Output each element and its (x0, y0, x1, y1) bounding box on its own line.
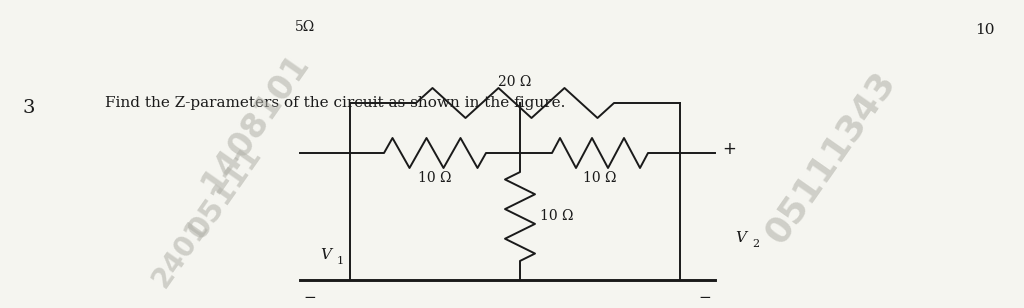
Text: 1: 1 (337, 256, 344, 266)
Text: +: + (722, 140, 736, 158)
Text: V: V (735, 231, 746, 245)
Text: V: V (319, 248, 331, 262)
Text: −: − (304, 290, 316, 305)
Text: Find the Z-parameters of the circuit as shown in the figure.: Find the Z-parameters of the circuit as … (105, 96, 565, 110)
Text: 05111: 05111 (182, 141, 267, 245)
Text: 2401: 2401 (146, 213, 214, 293)
Text: 2: 2 (752, 239, 759, 249)
Text: 10 Ω: 10 Ω (584, 171, 616, 185)
Text: −: − (698, 290, 712, 305)
Text: 05111343: 05111343 (759, 66, 901, 250)
Text: 5Ω: 5Ω (295, 20, 315, 34)
Text: 10 Ω: 10 Ω (418, 171, 452, 185)
Text: 10 Ω: 10 Ω (540, 209, 573, 224)
Text: 3: 3 (22, 99, 35, 117)
Text: 1408101: 1408101 (195, 47, 315, 199)
Text: 10: 10 (976, 23, 995, 37)
Text: 20 Ω: 20 Ω (499, 75, 531, 89)
